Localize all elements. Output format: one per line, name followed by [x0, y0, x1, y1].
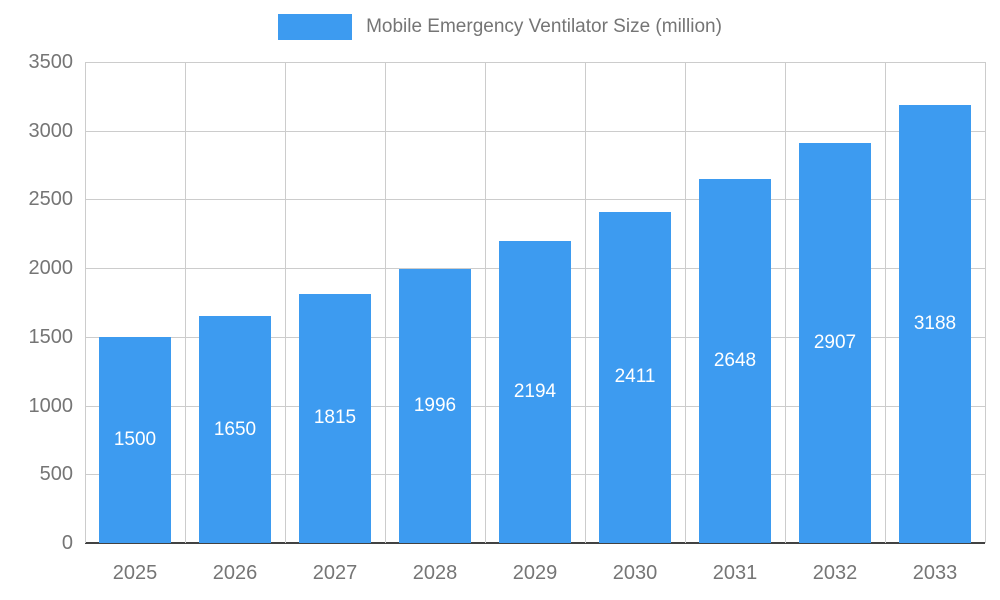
x-tick-label: 2027: [312, 562, 358, 584]
bar-value-label: 2194: [513, 381, 557, 403]
y-tick-label: 2500: [28, 188, 74, 211]
legend-swatch: [278, 14, 353, 40]
bar-value-label: 1500: [113, 428, 157, 450]
bar: 2648: [699, 179, 771, 543]
gridline-vertical: [285, 62, 286, 543]
y-tick-label: 500: [39, 463, 73, 486]
legend: Mobile Emergency Ventilator Size (millio…: [0, 14, 1000, 40]
x-tick-label: 2032: [812, 562, 858, 584]
y-tick-label: 3500: [28, 51, 74, 73]
gridline-horizontal: [85, 130, 985, 132]
x-tick-label: 2030: [612, 562, 658, 584]
bar: 1650: [199, 316, 271, 543]
y-tick-label: 1000: [28, 394, 74, 417]
gridline-vertical: [785, 62, 786, 543]
y-tick-label: 1500: [28, 325, 74, 348]
bar-value-label: 2648: [713, 350, 757, 372]
bar: 1996: [399, 268, 471, 543]
bar: 3188: [899, 104, 971, 543]
x-tick-label: 2026: [212, 562, 258, 584]
y-tick-label: 2000: [28, 257, 74, 280]
bar-value-label: 1815: [313, 407, 357, 429]
x-tick-label: 2028: [412, 562, 458, 584]
gridline-vertical: [985, 62, 986, 543]
gridline-vertical: [885, 62, 886, 543]
gridline-vertical: [485, 62, 486, 543]
x-tick-label: 2029: [512, 562, 558, 584]
gridline-vertical: [85, 62, 86, 543]
bar: 2907: [799, 143, 871, 543]
x-axis-line: [85, 542, 985, 544]
gridline-vertical: [685, 62, 686, 543]
y-tick-label: 3000: [28, 119, 74, 142]
x-tick-label: 2033: [912, 562, 958, 584]
bar-value-label: 3188: [913, 312, 957, 334]
y-tick-label: 0: [61, 532, 73, 554]
gridline-horizontal: [85, 199, 985, 201]
gridline-vertical: [185, 62, 186, 543]
gridline-vertical: [385, 62, 386, 543]
bar-value-label: 1650: [213, 418, 257, 440]
bar-value-label: 1996: [413, 394, 457, 416]
legend-label: Mobile Emergency Ventilator Size (millio…: [366, 16, 722, 37]
bar: 1500: [99, 336, 171, 543]
bar: 2411: [599, 211, 671, 543]
bar-value-label: 2411: [614, 366, 656, 388]
bar: 2194: [499, 241, 571, 543]
x-tick-label: 2025: [112, 562, 158, 584]
bar-value-label: 2907: [813, 332, 857, 354]
gridline-vertical: [585, 62, 586, 543]
gridline-horizontal: [85, 62, 985, 63]
bar: 1815: [299, 293, 371, 543]
x-tick-label: 2031: [712, 562, 758, 584]
